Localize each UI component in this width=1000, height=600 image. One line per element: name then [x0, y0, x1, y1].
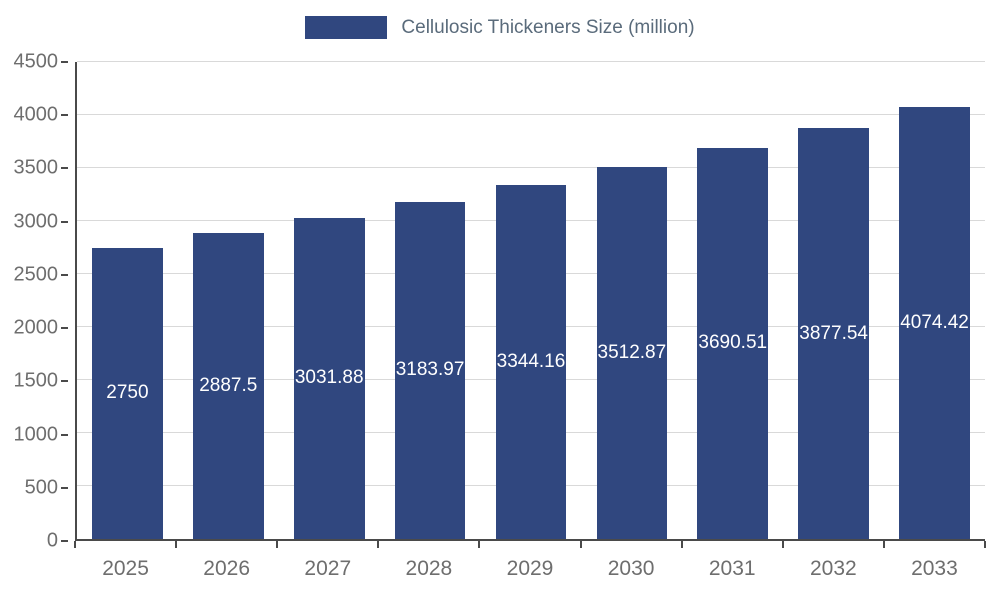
y-tick-label: 2000 [13, 316, 59, 339]
y-tick-mark [61, 167, 68, 170]
y-tick-label: 3500 [13, 156, 59, 179]
gridline [77, 114, 985, 115]
plot-area: 2750 2887.5 3031.88 3183.97 3344.16 3512.87 36… [75, 61, 985, 541]
y-tick-label: 1000 [13, 423, 59, 446]
bar-slot-2031: 3690.51 [682, 62, 783, 539]
x-tick-mark [276, 541, 279, 548]
x-tick-label-2025: 2025 [102, 557, 149, 580]
y-tick-label: 4000 [13, 103, 59, 126]
y-tick-mark [61, 61, 68, 63]
bar-slot-2027: 3031.88 [279, 62, 380, 539]
y-tick-mark [61, 540, 68, 542]
y-tick-label: 4500 [13, 50, 59, 73]
bar-2031[interactable]: 3690.51 [697, 147, 769, 539]
y-tick-label: 2500 [13, 263, 59, 286]
x-tick-label-2027: 2027 [304, 557, 352, 580]
x-tick-label-2031: 2031 [708, 557, 756, 580]
x-tick-mark [579, 541, 582, 548]
x-tick-label-2029: 2029 [506, 557, 554, 580]
bar-2027[interactable]: 3031.88 [293, 217, 365, 539]
y-tick-mark [61, 327, 68, 330]
bar-slot-2028: 3183.97 [380, 62, 481, 539]
bar-slot-2025: 2750 [77, 62, 178, 539]
y-tick-mark [61, 114, 68, 117]
legend-swatch[interactable] [305, 16, 388, 39]
y-tick-label: 0 [46, 529, 58, 552]
y-tick-mark [61, 273, 68, 276]
y-tick-label: 1500 [13, 369, 59, 392]
x-tick-label-2026: 2026 [203, 557, 251, 580]
x-tick-mark [478, 541, 481, 548]
bar-value-label: 2750 [106, 382, 149, 404]
gridline [77, 167, 985, 168]
bar-slot-2026: 2887.5 [178, 62, 279, 539]
x-tick-label-2032: 2032 [809, 557, 857, 580]
x-axis-labels: 2025 2026 2027 2028 2029 2030 2031 2032 2033 [74, 541, 986, 600]
x-tick-mark [74, 541, 76, 548]
y-tick-mark [61, 220, 68, 223]
bar-value-label: 3031.88 [294, 367, 364, 389]
x-tick-label-2033: 2033 [911, 557, 958, 580]
x-tick-mark [781, 541, 784, 548]
bar-slot-2029: 3344.16 [481, 62, 582, 539]
y-axis-labels: 0 500 1000 1500 2000 2500 3000 3500 4000 4500 [0, 51, 68, 552]
bar-value-label: 4074.42 [900, 312, 969, 334]
bar-value-label: 3183.97 [395, 359, 465, 381]
bar-2026[interactable]: 2887.5 [193, 232, 264, 539]
bar-value-label: 3690.51 [698, 332, 768, 354]
y-tick-mark [61, 486, 68, 489]
bar-2029[interactable]: 3344.16 [495, 184, 567, 539]
bar-slot-2032: 3877.54 [783, 62, 884, 539]
bar-2033[interactable]: 4074.42 [899, 107, 970, 539]
bar-value-label: 2887.5 [199, 374, 258, 396]
x-tick-mark [984, 541, 986, 548]
bar-value-label: 3512.87 [597, 341, 667, 363]
bar-slot-2033: 4074.42 [884, 62, 985, 539]
bar-slot-2030: 3512.87 [581, 62, 682, 539]
y-tick-label: 500 [24, 476, 58, 499]
bar-value-label: 3877.54 [799, 322, 868, 344]
gridline [77, 61, 985, 62]
legend-label: Cellulosic Thickeners Size (million) [401, 16, 695, 38]
y-tick-mark [61, 380, 68, 383]
legend[interactable]: Cellulosic Thickeners Size (million) [0, 16, 1000, 39]
bar-2025[interactable]: 2750 [92, 247, 163, 539]
x-tick-label-2028: 2028 [405, 557, 453, 580]
bar-2028[interactable]: 3183.97 [394, 201, 466, 539]
bar-2030[interactable]: 3512.87 [596, 166, 668, 539]
x-tick-mark [175, 541, 178, 548]
x-tick-mark [377, 541, 380, 548]
x-tick-label-2030: 2030 [607, 557, 655, 580]
y-tick-label: 3000 [13, 210, 59, 233]
x-tick-mark [882, 541, 885, 548]
bar-value-label: 3344.16 [496, 350, 566, 372]
y-tick-mark [61, 433, 68, 436]
bar-2032[interactable]: 3877.54 [798, 127, 869, 539]
x-tick-mark [680, 541, 683, 548]
